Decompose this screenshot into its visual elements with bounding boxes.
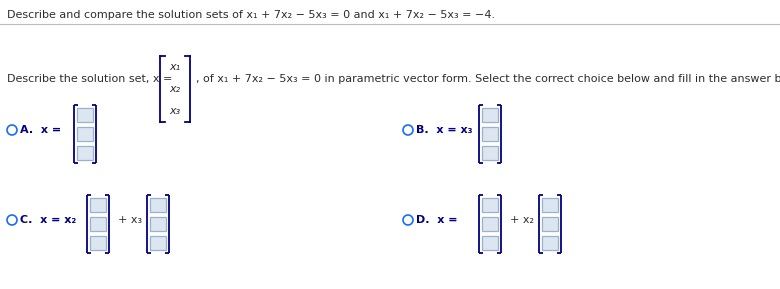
Text: + x₃: + x₃ xyxy=(118,215,142,225)
Text: D.  x =: D. x = xyxy=(416,215,458,225)
Text: Describe the solution set, x =: Describe the solution set, x = xyxy=(7,74,176,84)
FancyBboxPatch shape xyxy=(150,236,166,250)
FancyBboxPatch shape xyxy=(542,217,558,231)
Text: x₃: x₃ xyxy=(169,106,180,116)
FancyBboxPatch shape xyxy=(77,127,93,141)
FancyBboxPatch shape xyxy=(90,198,106,212)
FancyBboxPatch shape xyxy=(482,146,498,160)
Text: x₁: x₁ xyxy=(169,62,180,72)
FancyBboxPatch shape xyxy=(150,217,166,231)
FancyBboxPatch shape xyxy=(77,108,93,122)
FancyBboxPatch shape xyxy=(482,108,498,122)
FancyBboxPatch shape xyxy=(482,217,498,231)
FancyBboxPatch shape xyxy=(150,198,166,212)
FancyBboxPatch shape xyxy=(482,127,498,141)
FancyBboxPatch shape xyxy=(542,236,558,250)
Text: C.  x = x₂: C. x = x₂ xyxy=(20,215,76,225)
FancyBboxPatch shape xyxy=(77,146,93,160)
Text: Describe and compare the solution sets of x₁ + 7x₂ − 5x₃ = 0 and x₁ + 7x₂ − 5x₃ : Describe and compare the solution sets o… xyxy=(7,10,495,20)
Text: B.  x = x₃: B. x = x₃ xyxy=(416,125,473,135)
FancyBboxPatch shape xyxy=(90,236,106,250)
Text: A.  x =: A. x = xyxy=(20,125,61,135)
FancyBboxPatch shape xyxy=(90,217,106,231)
Text: , of x₁ + 7x₂ − 5x₃ = 0 in parametric vector form. Select the correct choice bel: , of x₁ + 7x₂ − 5x₃ = 0 in parametric ve… xyxy=(196,74,780,84)
FancyBboxPatch shape xyxy=(542,198,558,212)
Text: x₂: x₂ xyxy=(169,84,180,94)
FancyBboxPatch shape xyxy=(482,198,498,212)
FancyBboxPatch shape xyxy=(482,236,498,250)
Text: + x₂: + x₂ xyxy=(510,215,534,225)
